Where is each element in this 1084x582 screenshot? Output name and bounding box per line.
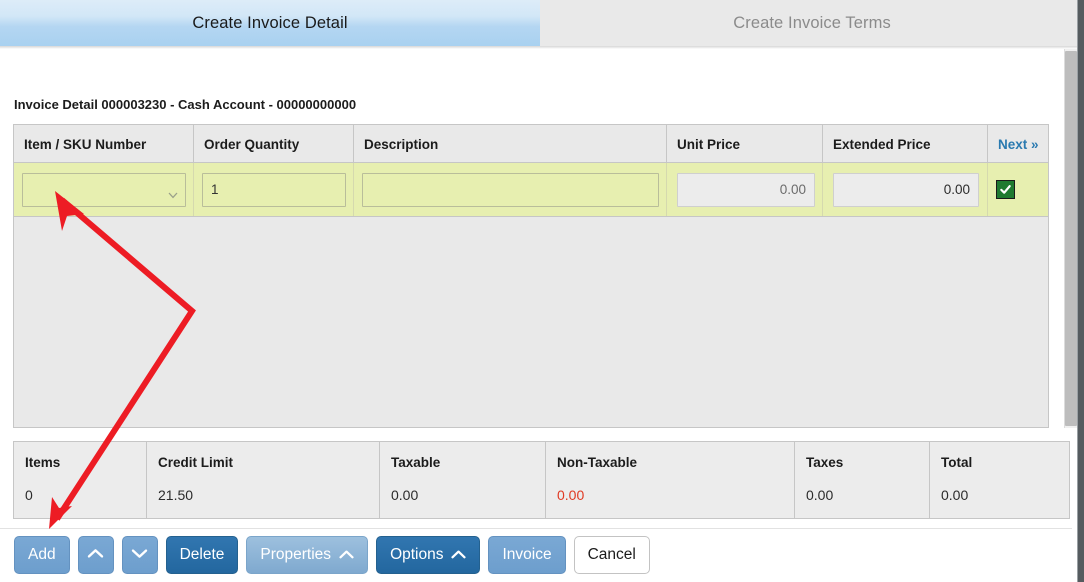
summary-cell-taxable: Taxable 0.00 <box>380 442 546 518</box>
action-button-bar: Add Delete Properties <box>14 536 658 574</box>
properties-button-label: Properties <box>260 546 332 563</box>
summary-bar: Items 0 Credit Limit 21.50 Taxable 0.00 … <box>13 441 1070 519</box>
cell-order-quantity: 1 <box>194 163 354 216</box>
cancel-button-label: Cancel <box>587 546 636 563</box>
delete-button-label: Delete <box>179 546 225 563</box>
invoice-line-grid: Item / SKU Number Order Quantity Descrip… <box>13 124 1049 428</box>
window-edge-highlight <box>1077 0 1078 582</box>
cell-row-select <box>988 163 1048 216</box>
chevron-up-icon <box>339 549 354 561</box>
summary-cell-credit-limit: Credit Limit 21.50 <box>147 442 380 518</box>
grid-empty-area <box>14 217 1048 427</box>
summary-value-credit-limit: 21.50 <box>158 487 194 503</box>
summary-value-taxes: 0.00 <box>806 487 834 503</box>
grid-header-extended-price[interactable]: Extended Price <box>823 125 988 163</box>
options-button-label: Options <box>390 546 444 563</box>
tab-strip: Create Invoice Detail Create Invoice Ter… <box>0 0 1084 46</box>
grid-header-row: Item / SKU Number Order Quantity Descrip… <box>14 125 1048 163</box>
tab-create-invoice-detail[interactable]: Create Invoice Detail <box>0 0 540 46</box>
unit-price-input[interactable]: 0.00 <box>677 172 815 207</box>
tab-create-invoice-terms-label: Create Invoice Terms <box>733 13 891 32</box>
invoice-detail-caption: Invoice Detail 000003230 - Cash Account … <box>14 97 357 112</box>
summary-label-taxable: Taxable <box>391 455 441 470</box>
extended-price-value: 0.00 <box>943 182 970 197</box>
summary-value-taxable: 0.00 <box>391 487 419 503</box>
chevron-down-icon <box>131 546 148 564</box>
move-up-button[interactable] <box>77 536 114 574</box>
check-icon[interactable] <box>996 180 1015 199</box>
chevron-up-icon <box>451 549 467 561</box>
summary-label-items: Items <box>25 455 61 470</box>
unit-price-value: 0.00 <box>779 182 806 197</box>
grid-header-order-quantity[interactable]: Order Quantity <box>194 125 354 163</box>
chevron-down-icon <box>168 187 178 198</box>
cell-description <box>354 163 667 216</box>
grid-header-unit-price[interactable]: Unit Price <box>667 125 823 163</box>
delete-button[interactable]: Delete <box>165 536 239 574</box>
grid-row: 1 0.00 0.00 <box>14 163 1048 217</box>
grid-header-item-sku[interactable]: Item / SKU Number <box>14 125 194 163</box>
summary-label-credit-limit: Credit Limit <box>158 455 234 470</box>
summary-label-non-taxable: Non-Taxable <box>557 455 638 470</box>
move-down-button[interactable] <box>121 536 158 574</box>
summary-value-total: 0.00 <box>941 487 969 503</box>
item-sku-select[interactable] <box>22 172 186 207</box>
window-right-edge <box>1078 0 1084 582</box>
invoice-button[interactable]: Invoice <box>488 536 566 574</box>
summary-value-non-taxable: 0.00 <box>557 487 585 503</box>
summary-label-taxes: Taxes <box>806 455 844 470</box>
cell-item-sku <box>14 163 194 216</box>
summary-cell-taxes: Taxes 0.00 <box>795 442 930 518</box>
cancel-button[interactable]: Cancel <box>573 536 650 574</box>
tab-create-invoice-terms[interactable]: Create Invoice Terms <box>540 0 1084 46</box>
properties-button[interactable]: Properties <box>246 536 369 574</box>
description-input[interactable] <box>362 172 659 207</box>
tab-create-invoice-detail-label: Create Invoice Detail <box>192 13 348 32</box>
add-button-label: Add <box>28 546 56 563</box>
grid-header-next-link[interactable]: Next » <box>998 136 1039 152</box>
invoice-button-label: Invoice <box>502 546 552 563</box>
chevron-up-icon <box>87 546 104 564</box>
summary-cell-total: Total 0.00 <box>930 442 1069 518</box>
summary-label-total: Total <box>941 455 973 470</box>
summary-value-items: 0 <box>25 487 33 503</box>
summary-cell-non-taxable: Non-Taxable 0.00 <box>546 442 795 518</box>
order-quantity-value: 1 <box>211 182 219 197</box>
extended-price-input[interactable]: 0.00 <box>833 172 979 207</box>
scrollbar-thumb[interactable] <box>1065 51 1077 426</box>
options-button[interactable]: Options <box>376 536 481 574</box>
order-quantity-input[interactable]: 1 <box>202 172 346 207</box>
cell-unit-price: 0.00 <box>667 163 823 216</box>
summary-cell-items: Items 0 <box>14 442 147 518</box>
tab-strip-shadow <box>0 46 1084 49</box>
grid-header-description[interactable]: Description <box>354 125 667 163</box>
add-button[interactable]: Add <box>14 536 70 574</box>
button-bar-divider <box>0 528 1072 529</box>
cell-extended-price: 0.00 <box>823 163 988 216</box>
